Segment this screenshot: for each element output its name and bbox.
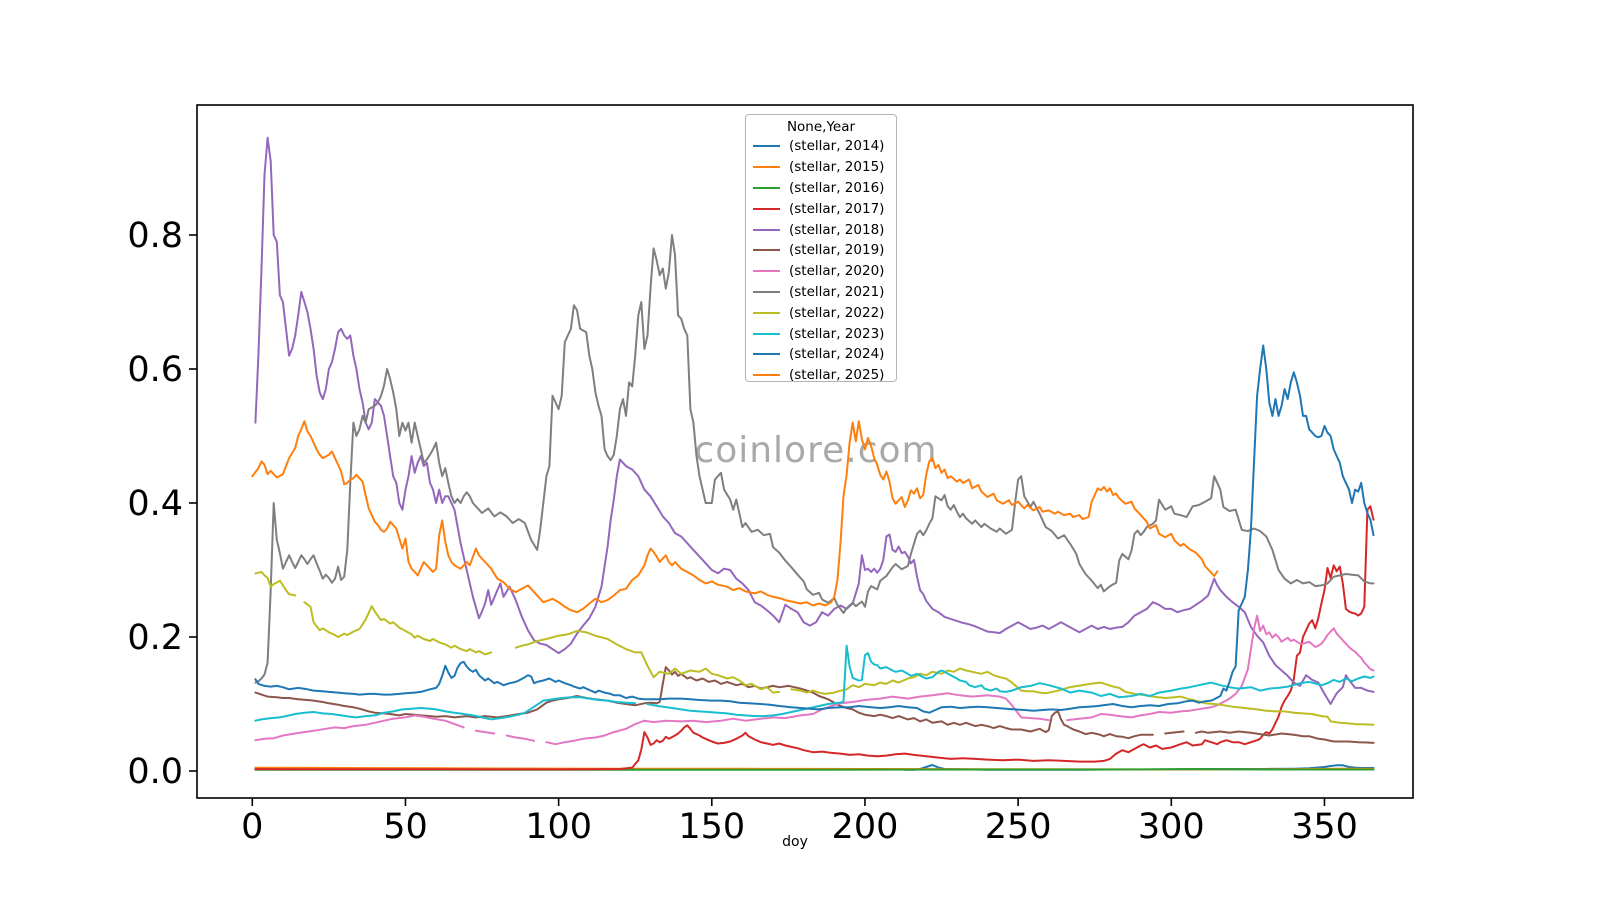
legend-item-label: (stellar, 2025) [789,367,885,384]
legend-item-2021: (stellar, 2021) [746,282,896,303]
legend-line-sample [753,332,780,335]
legend-line-sample [753,145,780,148]
legend-item-label: (stellar, 2017) [789,200,885,217]
legend-item-2015: (stellar, 2015) [746,157,896,178]
series-stellar-2021 [254,234,1375,684]
legend-item-2019: (stellar, 2019) [746,240,896,261]
legend-line-sample [753,270,780,273]
legend-item-label: (stellar, 2021) [789,283,885,300]
series-stellar-2025 [251,420,1219,614]
legend-item-label: (stellar, 2022) [789,304,885,321]
legend-items: (stellar, 2014) (stellar, 2015) (stellar, … [746,136,896,386]
plot-border [196,104,1414,799]
x-tick-label: 0 [241,807,263,847]
x-axis: 0 50 100 150 200 250 300 350 [241,798,1358,847]
y-tick-label: 0.8 [127,216,183,256]
legend-item-label: (stellar, 2020) [789,263,885,280]
legend-line-sample [753,186,780,189]
x-tick-label: 150 [678,807,745,847]
y-axis: 0.0 0.2 0.4 0.6 0.8 [127,216,197,792]
legend-item-label: (stellar, 2018) [789,221,885,238]
series-stellar-2020 [254,614,1375,746]
legend-line-sample [753,207,780,210]
series-stellar-2022 [254,571,1375,726]
x-tick-label: 250 [985,807,1052,847]
legend-item-label: (stellar, 2016) [789,179,885,196]
x-tick-label: 300 [1138,807,1205,847]
legend-item-2016: (stellar, 2016) [746,178,896,199]
legend-item-2017: (stellar, 2017) [746,198,896,219]
legend-line-sample [753,311,780,314]
series-stellar-2017 [254,505,1375,771]
legend-item-2022: (stellar, 2022) [746,302,896,323]
series-stellar-2024 [254,344,1375,714]
series-lines [251,136,1375,771]
legend-item-2018: (stellar, 2018) [746,219,896,240]
x-tick-label: 100 [525,807,592,847]
y-tick-label: 0.4 [127,484,183,524]
series-stellar-2019 [254,666,1375,744]
y-tick-label: 0.0 [127,752,183,792]
legend-line-sample [753,166,780,169]
legend-title: None,Year [786,119,856,135]
legend-line-sample [753,374,780,377]
series-stellar-2018 [254,136,1375,705]
legend-item-label: (stellar, 2014) [789,138,885,155]
x-tick-label: 350 [1291,807,1358,847]
y-tick-label: 0.2 [127,618,183,658]
legend: None,Year (stellar, 2014) (stellar, 2015)… [745,114,897,383]
legend-line-sample [753,290,780,293]
legend-item-2014: (stellar, 2014) [746,136,896,157]
x-tick-label: 200 [832,807,899,847]
watermark: coinlore.com [694,430,937,471]
legend-item-2025: (stellar, 2025) [746,365,896,386]
legend-item-2023: (stellar, 2023) [746,323,896,344]
x-tick-label: 50 [383,807,428,847]
legend-item-label: (stellar, 2024) [789,346,885,363]
legend-line-sample [753,228,780,231]
legend-item-2020: (stellar, 2020) [746,261,896,282]
legend-item-label: (stellar, 2015) [789,159,885,176]
legend-line-sample [753,249,780,252]
legend-item-label: (stellar, 2019) [789,242,885,259]
legend-item-2024: (stellar, 2024) [746,344,896,365]
legend-line-sample [753,353,780,356]
legend-item-label: (stellar, 2023) [789,325,885,342]
y-tick-label: 0.6 [127,350,183,390]
x-axis-label: doy [782,834,808,850]
series-stellar-2023 [254,644,1375,722]
